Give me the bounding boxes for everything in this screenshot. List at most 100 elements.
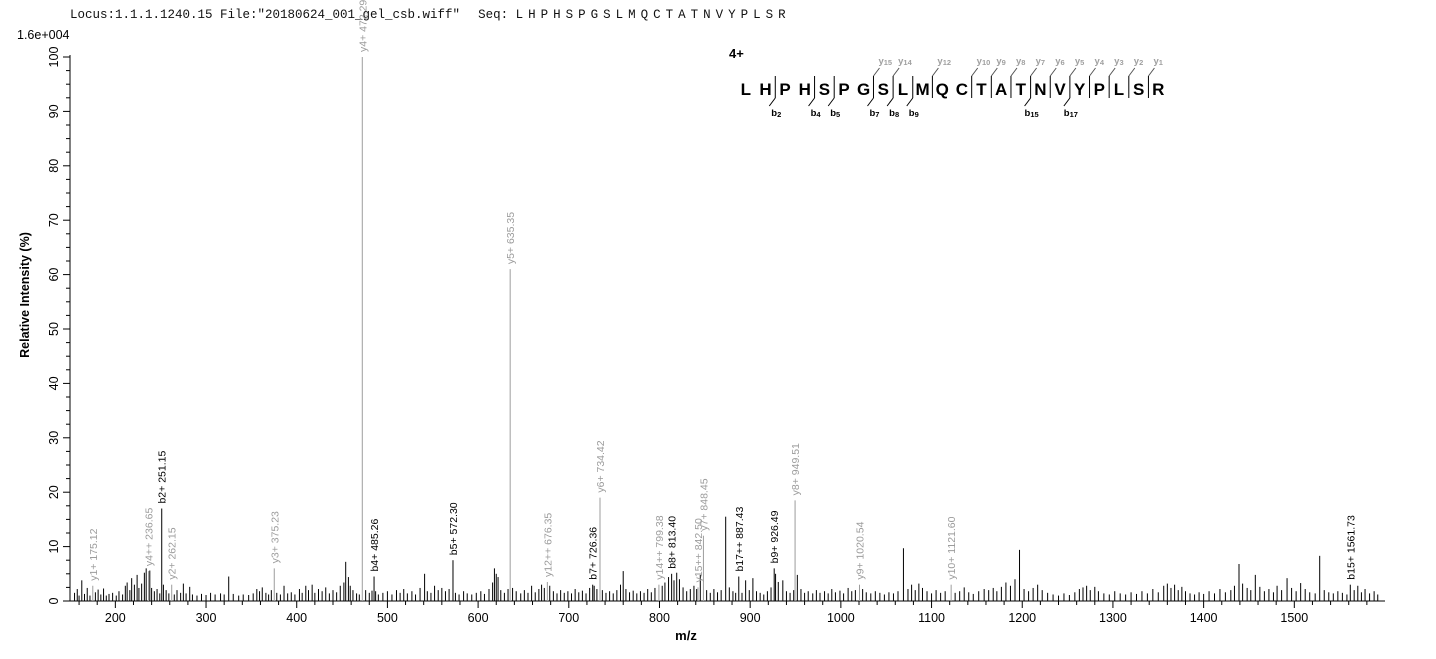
y-ion-label: y7 [1036,56,1045,67]
b-ion-tick [1024,97,1031,107]
y-ion-label: y10 [977,56,991,67]
residue-letter: V [1054,80,1066,99]
x-tick-label: 1300 [1099,611,1127,625]
residue-letter: H [759,80,771,99]
y-ion-label: y12 [937,56,951,67]
x-tick-label: 1400 [1190,611,1218,625]
y-ion-tick [1108,67,1116,77]
b-ion-tick [768,97,776,107]
x-tick-label: 400 [286,611,307,625]
residue-letter: P [838,80,849,99]
x-tick-label: 300 [196,611,217,625]
peak-label: b17++ 887.43 [734,507,746,572]
y-ion-tick [1030,67,1037,77]
y-tick-label: 0 [47,597,61,604]
sequence-text: LHPHSPGSLMQCTATNVYPLSR [515,8,791,22]
y-ion-label: y8 [1016,56,1025,67]
y-ion-label: y3 [1114,56,1123,67]
residue-letter: L [1114,80,1124,99]
y-ion-label: y6 [1055,56,1064,67]
b-ion-tick [906,97,914,107]
y-ion-tick [1128,67,1136,77]
residue-letter: N [1034,80,1046,99]
peak-label: y2+ 262.15 [167,527,179,579]
peak-label: y4++ 236.65 [144,508,156,567]
peak-label: y8+ 949.51 [790,443,802,495]
locus-file-label: Locus:1.1.1.1240.15 File:"20180624_001_g… [70,8,461,22]
y-tick-label: 80 [47,159,61,173]
peak-label: b8+ 813.40 [667,516,679,569]
x-tick-label: 800 [649,611,670,625]
y-ion-tick [1010,67,1018,77]
peak-label: y1+ 175.12 [88,528,100,580]
peak-label: y7+ 848.45 [698,478,710,530]
x-tick-label: 200 [105,611,126,625]
y-ion-tick [1069,67,1077,77]
x-tick-label: 900 [740,611,761,625]
residue-letter: S [819,80,830,99]
x-tick-label: 500 [377,611,398,625]
residue-letter: H [799,80,811,99]
peak-label: y12++ 676.35 [542,513,554,577]
peak-label: y5+ 635.35 [505,212,517,264]
y-ion-tick [971,67,979,77]
x-axis-title: m/z [675,628,697,643]
x-tick-label: 1000 [827,611,855,625]
peak-label: y3+ 375.23 [269,511,281,563]
b-ion-label: b2 [771,108,781,119]
residue-letter: S [1133,80,1144,99]
peak-label: y4+ 472.29 [357,0,369,52]
b-ion-label: b8 [889,108,899,119]
y-ion-label: y15 [878,56,892,67]
residue-letter: P [1094,80,1105,99]
x-tick-label: 700 [558,611,579,625]
y-ion-tick [990,67,998,77]
y-ion-label: y5 [1075,56,1084,67]
b-ion-label: b15 [1025,108,1039,119]
precursor-charge-label: 4+ [729,46,744,61]
residue-letter: T [1016,80,1027,99]
y-ion-label: y1 [1153,56,1162,67]
peak-label: y15++ 842.50 [693,518,705,582]
residue-letter: Y [1074,80,1086,99]
y-tick-label: 50 [47,322,61,336]
y-ion-label: y9 [996,56,1005,67]
peak-label: b2+ 251.15 [157,451,169,504]
b-ion-tick [867,97,874,107]
y-ion-label: y2 [1134,56,1143,67]
header-line: Locus:1.1.1.1240.15 File:"20180624_001_g… [70,8,791,22]
x-tick-label: 1500 [1280,611,1308,625]
b-ion-label: b5 [830,108,840,119]
residue-letter: L [741,80,751,99]
y-ion-tick [873,67,880,77]
peak-label: b15+ 1561.73 [1345,515,1357,580]
y-ion-label: y4 [1095,56,1105,67]
y-ion-tick [892,67,900,77]
y-ion-tick [1049,67,1057,77]
y-ion-tick [932,67,939,77]
peak-label: y10+ 1121.60 [946,516,958,579]
peak-label: b4+ 485.26 [369,519,381,572]
x-tick-label: 600 [468,611,489,625]
residue-letter: L [898,80,908,99]
residue-letter: G [857,80,870,99]
residue-letter: S [878,80,889,99]
b-ion-tick [1063,97,1071,107]
peak-label: b9+ 926.49 [769,510,781,563]
y-tick-label: 60 [47,268,61,282]
intensity-scale-label: 1.6e+004 [17,28,70,42]
peak-label: y9+ 1020.54 [854,521,866,579]
residue-letter: T [976,80,987,99]
y-tick-label: 40 [47,376,61,390]
y-tick-label: 30 [47,431,61,445]
peak-label: b5+ 572.30 [448,502,460,555]
residue-letter: A [995,80,1007,99]
b-ion-tick [808,97,815,107]
y-tick-label: 20 [47,485,61,499]
y-ion-label: y14 [898,56,912,67]
residue-letter: R [1152,80,1164,99]
y-tick-label: 100 [47,47,61,68]
y-tick-label: 70 [47,213,61,227]
